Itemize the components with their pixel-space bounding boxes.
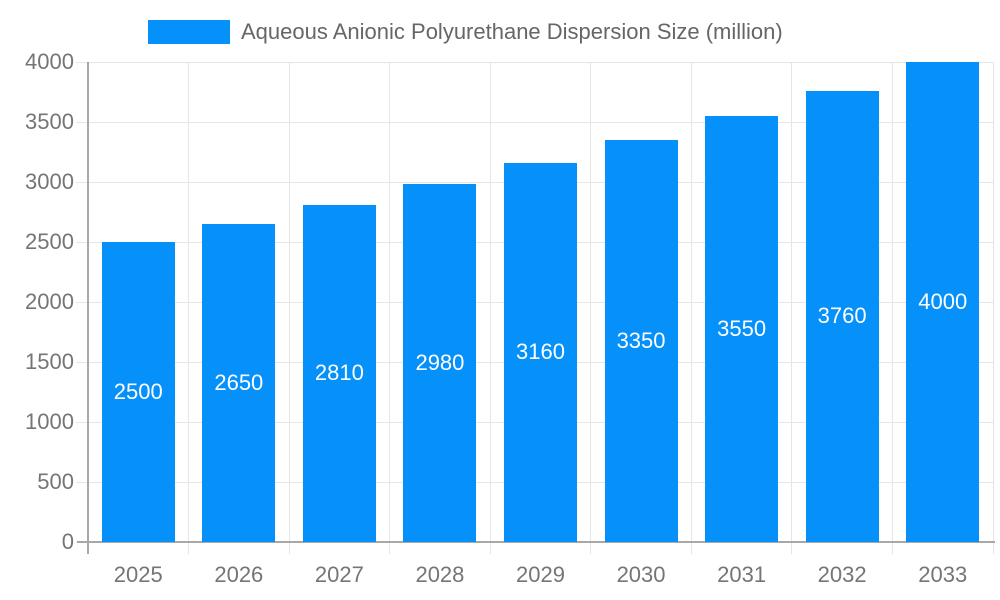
bar-value-label: 2500	[113, 379, 163, 404]
chart-legend[interactable]: Aqueous Anionic Polyurethane Dispersion …	[148, 20, 783, 44]
x-tick-mark	[791, 542, 793, 554]
y-tick-label: 3000	[25, 169, 74, 194]
bar-value-label: 2810	[314, 360, 364, 386]
x-tick-label: 2030	[616, 562, 666, 587]
y-tick-label: 500	[37, 469, 74, 494]
bar-value-label: 2650	[214, 370, 264, 395]
v-gridline	[389, 62, 391, 542]
y-tick-mark	[76, 481, 88, 483]
bar	[906, 62, 980, 542]
bar	[504, 162, 577, 542]
x-axis-line	[77, 541, 995, 543]
v-gridline	[992, 62, 994, 542]
x-tick-label: 2025	[113, 562, 163, 587]
x-tick-label: 2031	[717, 562, 767, 587]
y-tick-mark	[76, 301, 88, 303]
bar	[302, 204, 376, 542]
bar	[604, 140, 678, 542]
bar-value-label: 3350	[616, 328, 666, 353]
bar	[202, 224, 276, 542]
x-tick-label: 2026	[214, 562, 264, 587]
v-gridline	[288, 62, 290, 542]
x-tick-mark	[489, 542, 491, 554]
y-tick-label: 2000	[25, 289, 74, 314]
y-tick-mark	[76, 121, 88, 123]
bar-value-label: 2980	[415, 350, 465, 376]
legend-label: Aqueous Anionic Polyurethane Dispersion …	[241, 19, 783, 44]
y-tick-label: 4000	[25, 49, 74, 74]
y-tick-label: 3500	[25, 109, 74, 134]
y-tick-mark	[76, 241, 88, 243]
v-gridline	[489, 62, 491, 542]
x-tick-mark	[188, 542, 190, 554]
y-tick-mark	[76, 421, 88, 423]
h-gridline	[88, 121, 993, 123]
bar	[101, 242, 175, 542]
x-tick-mark	[992, 542, 994, 554]
h-gridline	[88, 61, 993, 63]
y-axis-line	[87, 62, 89, 554]
x-tick-mark	[690, 542, 692, 554]
bar	[805, 90, 879, 542]
y-tick-label: 2500	[25, 229, 74, 254]
v-gridline	[590, 62, 592, 542]
bar	[403, 184, 477, 542]
x-tick-label: 2027	[314, 562, 364, 587]
bar-value-label: 3160	[516, 339, 565, 365]
y-tick-label: 1500	[25, 349, 74, 374]
y-tick-mark	[76, 181, 88, 183]
x-tick-label: 2033	[918, 562, 968, 587]
bar-value-label: 3760	[817, 303, 867, 329]
bar-value-label: 4000	[918, 289, 968, 314]
x-tick-mark	[590, 542, 592, 554]
x-tick-label: 2032	[817, 562, 867, 587]
v-gridline	[188, 62, 190, 542]
v-gridline	[891, 62, 893, 542]
x-tick-label: 2029	[516, 562, 565, 587]
y-tick-label: 0	[61, 529, 74, 554]
x-tick-mark	[389, 542, 391, 554]
y-tick-mark	[76, 361, 88, 363]
x-tick-mark	[891, 542, 893, 554]
x-tick-mark	[288, 542, 290, 554]
v-gridline	[791, 62, 793, 542]
y-tick-mark	[76, 61, 88, 63]
bar-value-label: 3550	[717, 316, 767, 341]
legend-color-swatch	[148, 20, 230, 44]
y-tick-label: 1000	[25, 409, 74, 434]
x-tick-label: 2028	[415, 562, 465, 587]
v-gridline	[690, 62, 692, 542]
bar	[705, 116, 779, 542]
